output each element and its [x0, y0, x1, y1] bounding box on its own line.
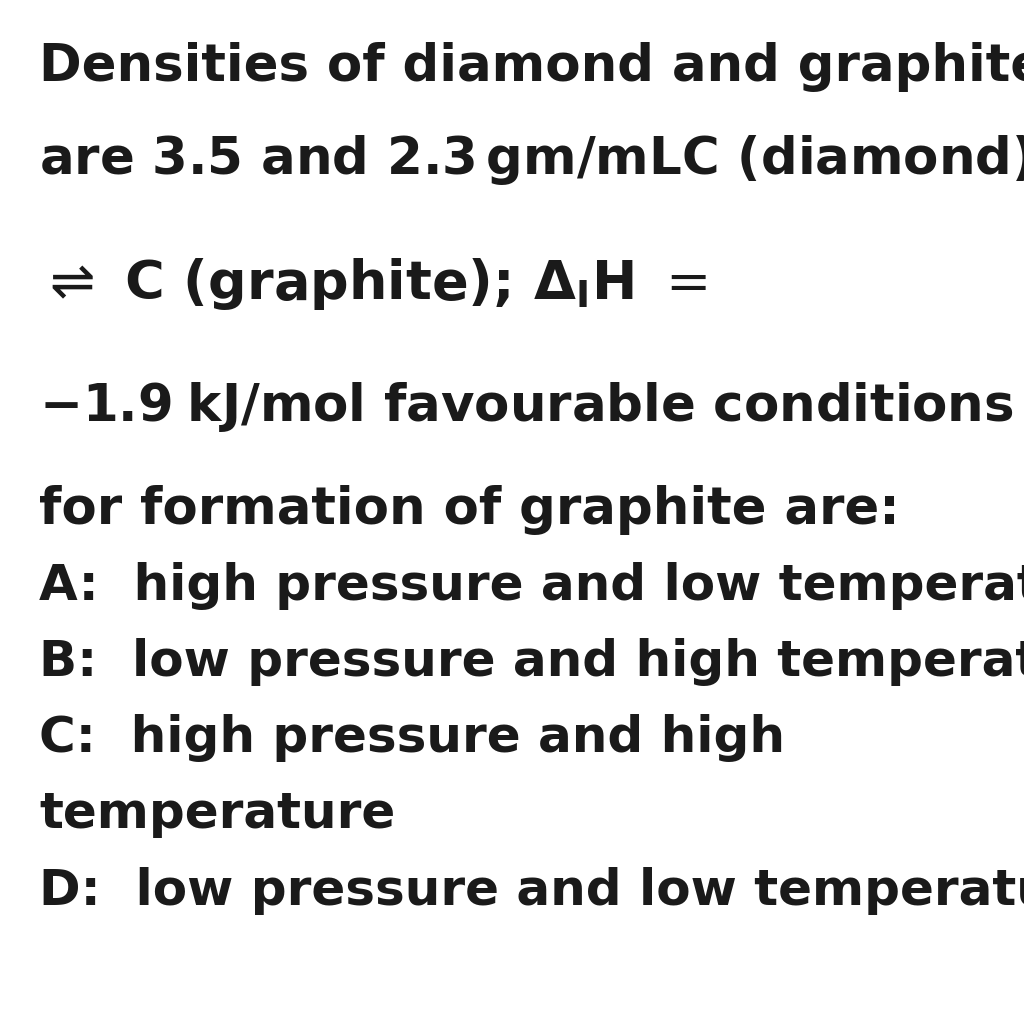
Text: C:  high pressure and high: C: high pressure and high	[39, 714, 785, 762]
Text: B:  low pressure and high temperature: B: low pressure and high temperature	[39, 638, 1024, 686]
Text: $\mathbf{-1.9\;kJ/mol}$ favourable conditions: $\mathbf{-1.9\;kJ/mol}$ favourable condi…	[39, 380, 1014, 434]
Text: are 3.5 and $\mathbf{2.3\,gm/mLC}$ (diamond): are 3.5 and $\mathbf{2.3\,gm/mLC}$ (diam…	[39, 133, 1024, 187]
Text: Densities of diamond and graphite: Densities of diamond and graphite	[39, 42, 1024, 92]
Text: D:  low pressure and low temperature: D: low pressure and low temperature	[39, 867, 1024, 914]
Text: temperature: temperature	[39, 791, 395, 838]
Text: for formation of graphite are:: for formation of graphite are:	[39, 486, 900, 535]
Text: $\rightleftharpoons$ C (graphite); $\mathbf{\Delta_I H}$ $=$: $\rightleftharpoons$ C (graphite); $\mat…	[39, 256, 708, 311]
Text: A:  high pressure and low temperature: A: high pressure and low temperature	[39, 562, 1024, 609]
